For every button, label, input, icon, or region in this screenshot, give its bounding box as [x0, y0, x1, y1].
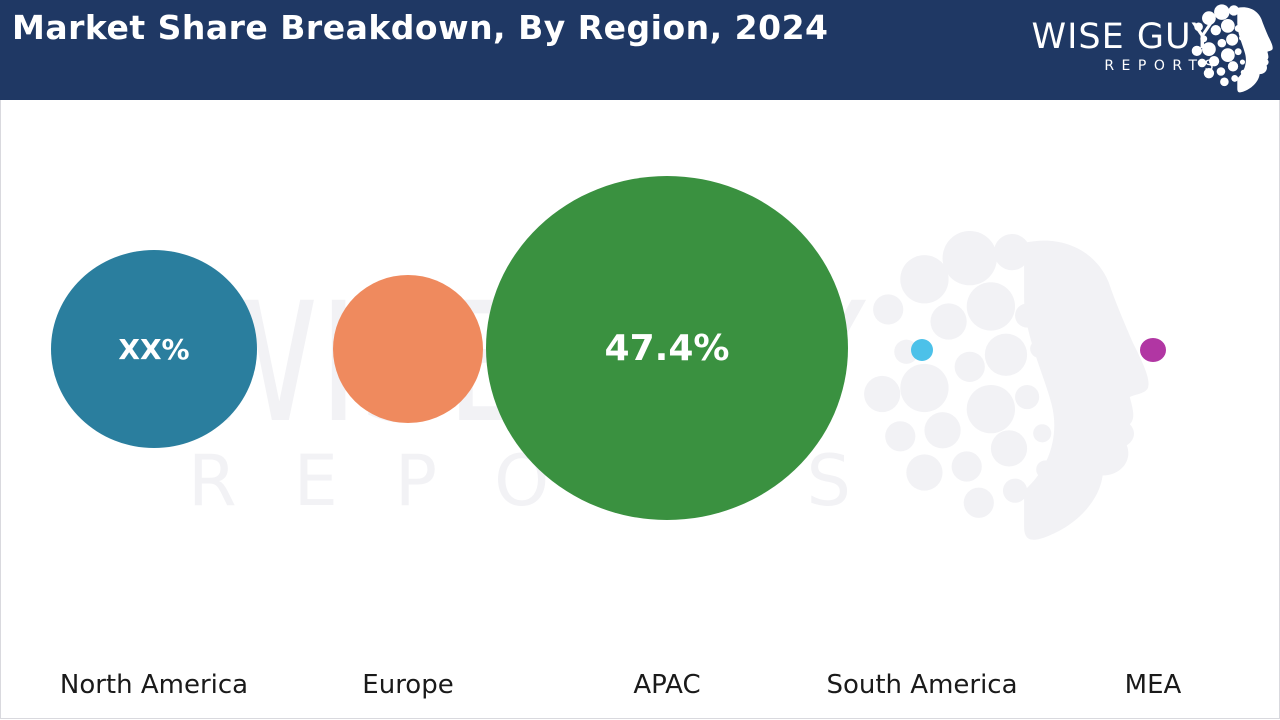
bubble-value-north-america: XX% [118, 332, 190, 366]
header-bar: Market Share Breakdown, By Region, 2024 … [0, 0, 1280, 100]
brand-subtitle: REPORTS [1104, 58, 1221, 74]
category-label-europe: Europe [362, 670, 454, 700]
bubble-apac: 47.4% [486, 176, 848, 520]
page-title: Market Share Breakdown, By Region, 2024 [12, 8, 829, 47]
bubble-europe [333, 275, 483, 423]
category-label-south-america: South America [826, 670, 1018, 700]
bubble-north-america: XX% [51, 250, 257, 448]
bubble-value-apac: 47.4% [604, 327, 730, 369]
category-label-north-america: North America [59, 670, 249, 700]
brand-name: WISE GUY [1031, 17, 1214, 57]
category-label-apac: APAC [633, 670, 701, 700]
brand-head-icon [1190, 2, 1276, 98]
category-label-mea: MEA [1124, 670, 1182, 700]
brand-logo: WISE GUY REPORTS [1031, 17, 1214, 75]
